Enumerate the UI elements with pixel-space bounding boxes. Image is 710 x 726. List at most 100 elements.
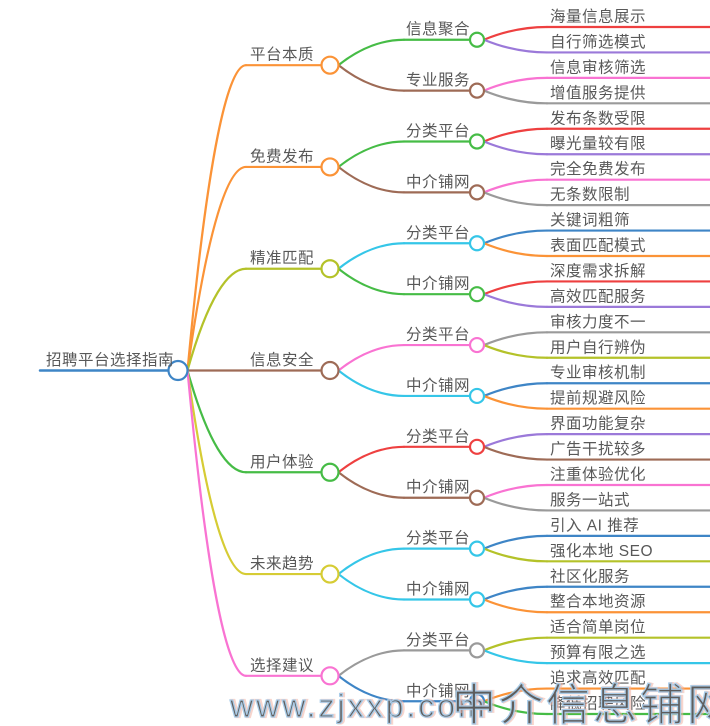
subnode-label[interactable]: 信息聚合 (406, 20, 470, 38)
node-circle[interactable] (320, 55, 340, 75)
subnode-label[interactable]: 分类平台 (406, 427, 470, 445)
branch-line (482, 25, 549, 41)
leaf-label[interactable]: 引入 AI 推荐 (550, 516, 639, 534)
node-circle[interactable] (468, 235, 486, 252)
node-circle[interactable] (468, 489, 486, 506)
subnode-label[interactable]: 中介铺网 (406, 478, 470, 496)
subnode-label[interactable]: 中介铺网 (406, 682, 470, 700)
leaf-label[interactable]: 适合简单岗位 (550, 618, 646, 636)
branch-line (186, 369, 248, 576)
branch-line (482, 38, 549, 54)
node-circle[interactable] (320, 462, 340, 482)
subnode-label[interactable]: 中介铺网 (406, 376, 470, 394)
branch-line (482, 331, 549, 347)
leaf-label[interactable]: 信息审核筛选 (550, 58, 646, 76)
node-circle[interactable] (468, 133, 486, 150)
leaf-label[interactable]: 注重体验优化 (550, 466, 646, 484)
branch-node-label[interactable]: 精准匹配 (250, 249, 314, 267)
branch-node-label[interactable]: 用户体验 (250, 453, 314, 471)
leaf-label[interactable]: 关键词粗筛 (550, 211, 630, 229)
node-circle[interactable] (468, 540, 486, 557)
branch-line (482, 280, 549, 296)
leaf-label[interactable]: 提前规避风险 (550, 389, 646, 407)
node-circle[interactable] (167, 359, 189, 382)
branch-line (337, 547, 406, 576)
subnode-label[interactable]: 分类平台 (406, 529, 470, 547)
branch-line (337, 38, 406, 67)
leaf-label[interactable]: 界面功能复杂 (550, 415, 646, 433)
node-circle[interactable] (468, 693, 486, 710)
node-circle[interactable] (468, 387, 486, 405)
node-circle[interactable] (468, 438, 486, 455)
leaf-label[interactable]: 审核力度不一 (550, 313, 646, 331)
leaf-label[interactable]: 降低招聘风险 (550, 695, 646, 713)
leaf-label[interactable]: 表面匹配模式 (550, 237, 646, 255)
node-circle[interactable] (468, 31, 486, 48)
branch-line (337, 165, 406, 194)
subnode-label[interactable]: 中介铺网 (406, 173, 470, 191)
subnode-label[interactable]: 分类平台 (406, 122, 470, 140)
leaf-label[interactable]: 预算有限之选 (550, 643, 646, 662)
root-node-label[interactable]: 招聘平台选择指南 (46, 351, 174, 369)
branch-node-label[interactable]: 选择建议 (250, 656, 314, 674)
branch-line (186, 267, 248, 372)
leaf-label[interactable]: 服务一站式 (550, 491, 630, 509)
branch-line (482, 496, 549, 512)
leaf-label[interactable]: 广告干扰较多 (550, 440, 646, 458)
branch-line (482, 598, 549, 614)
node-circle[interactable] (468, 642, 486, 659)
leaf-label[interactable]: 深度需求拆解 (550, 262, 646, 280)
subnode-label[interactable]: 分类平台 (406, 326, 470, 344)
leaf-label[interactable]: 强化本地 SEO (550, 542, 653, 560)
node-circle[interactable] (468, 336, 486, 354)
node-circle[interactable] (320, 360, 340, 381)
watermark-url: www.zjxxp.com (229, 688, 488, 724)
leaf-label[interactable]: 专业审核机制 (550, 364, 646, 382)
leaf-label[interactable]: 增值服务提供 (550, 84, 646, 102)
branch-line (482, 191, 549, 207)
subnode-label[interactable]: 中介铺网 (406, 275, 470, 293)
branch-lines-layer (38, 25, 710, 716)
leaf-label[interactable]: 发布条数受限 (550, 109, 646, 127)
branch-line (337, 64, 406, 92)
watermark-cn-shadow: 中介信息铺网 (454, 681, 710, 726)
subnode-label[interactable]: 分类平台 (406, 631, 470, 649)
branch-line (482, 394, 549, 410)
branch-line (337, 471, 406, 499)
leaf-label[interactable]: 社区化服务 (550, 567, 630, 585)
branch-line (482, 585, 549, 601)
leaf-label[interactable]: 追求高效匹配 (550, 669, 646, 687)
node-circle[interactable] (320, 157, 340, 177)
leaf-label[interactable]: 完全免费发布 (550, 160, 646, 178)
node-circle[interactable] (320, 564, 340, 584)
leaf-label[interactable]: 高效匹配服务 (550, 287, 646, 305)
subnode-label[interactable]: 中介铺网 (406, 580, 470, 598)
branch-node-label[interactable]: 信息安全 (250, 351, 314, 369)
branch-line (337, 674, 406, 703)
leaf-label[interactable]: 海量信息展示 (550, 8, 646, 26)
leaf-label[interactable]: 无条数限制 (550, 186, 630, 204)
watermark-url-shadow: www.zjxxp.com (231, 688, 490, 724)
node-circle[interactable] (468, 591, 486, 608)
leaf-label[interactable]: 自行筛选模式 (550, 33, 646, 51)
branch-line (482, 547, 549, 563)
leaf-label[interactable]: 用户自行辨伪 (550, 338, 646, 356)
node-circle[interactable] (320, 666, 340, 686)
branch-line (482, 127, 549, 143)
branch-node-label[interactable]: 平台本质 (250, 46, 314, 64)
branch-node-label[interactable]: 免费发布 (250, 147, 314, 165)
subnode-label[interactable]: 专业服务 (406, 71, 470, 89)
leaf-label[interactable]: 整合本地资源 (550, 593, 646, 611)
node-circle[interactable] (468, 82, 486, 99)
leaf-label[interactable]: 曝光量较有限 (550, 135, 646, 153)
node-circle[interactable] (468, 184, 486, 201)
node-circle[interactable] (320, 259, 340, 279)
branch-node-label[interactable]: 未来趋势 (250, 555, 314, 573)
subnode-label[interactable]: 分类平台 (406, 224, 470, 242)
branch-line (482, 636, 549, 652)
branch-line (482, 140, 549, 156)
branch-line (482, 687, 549, 703)
node-circle[interactable] (468, 286, 486, 303)
